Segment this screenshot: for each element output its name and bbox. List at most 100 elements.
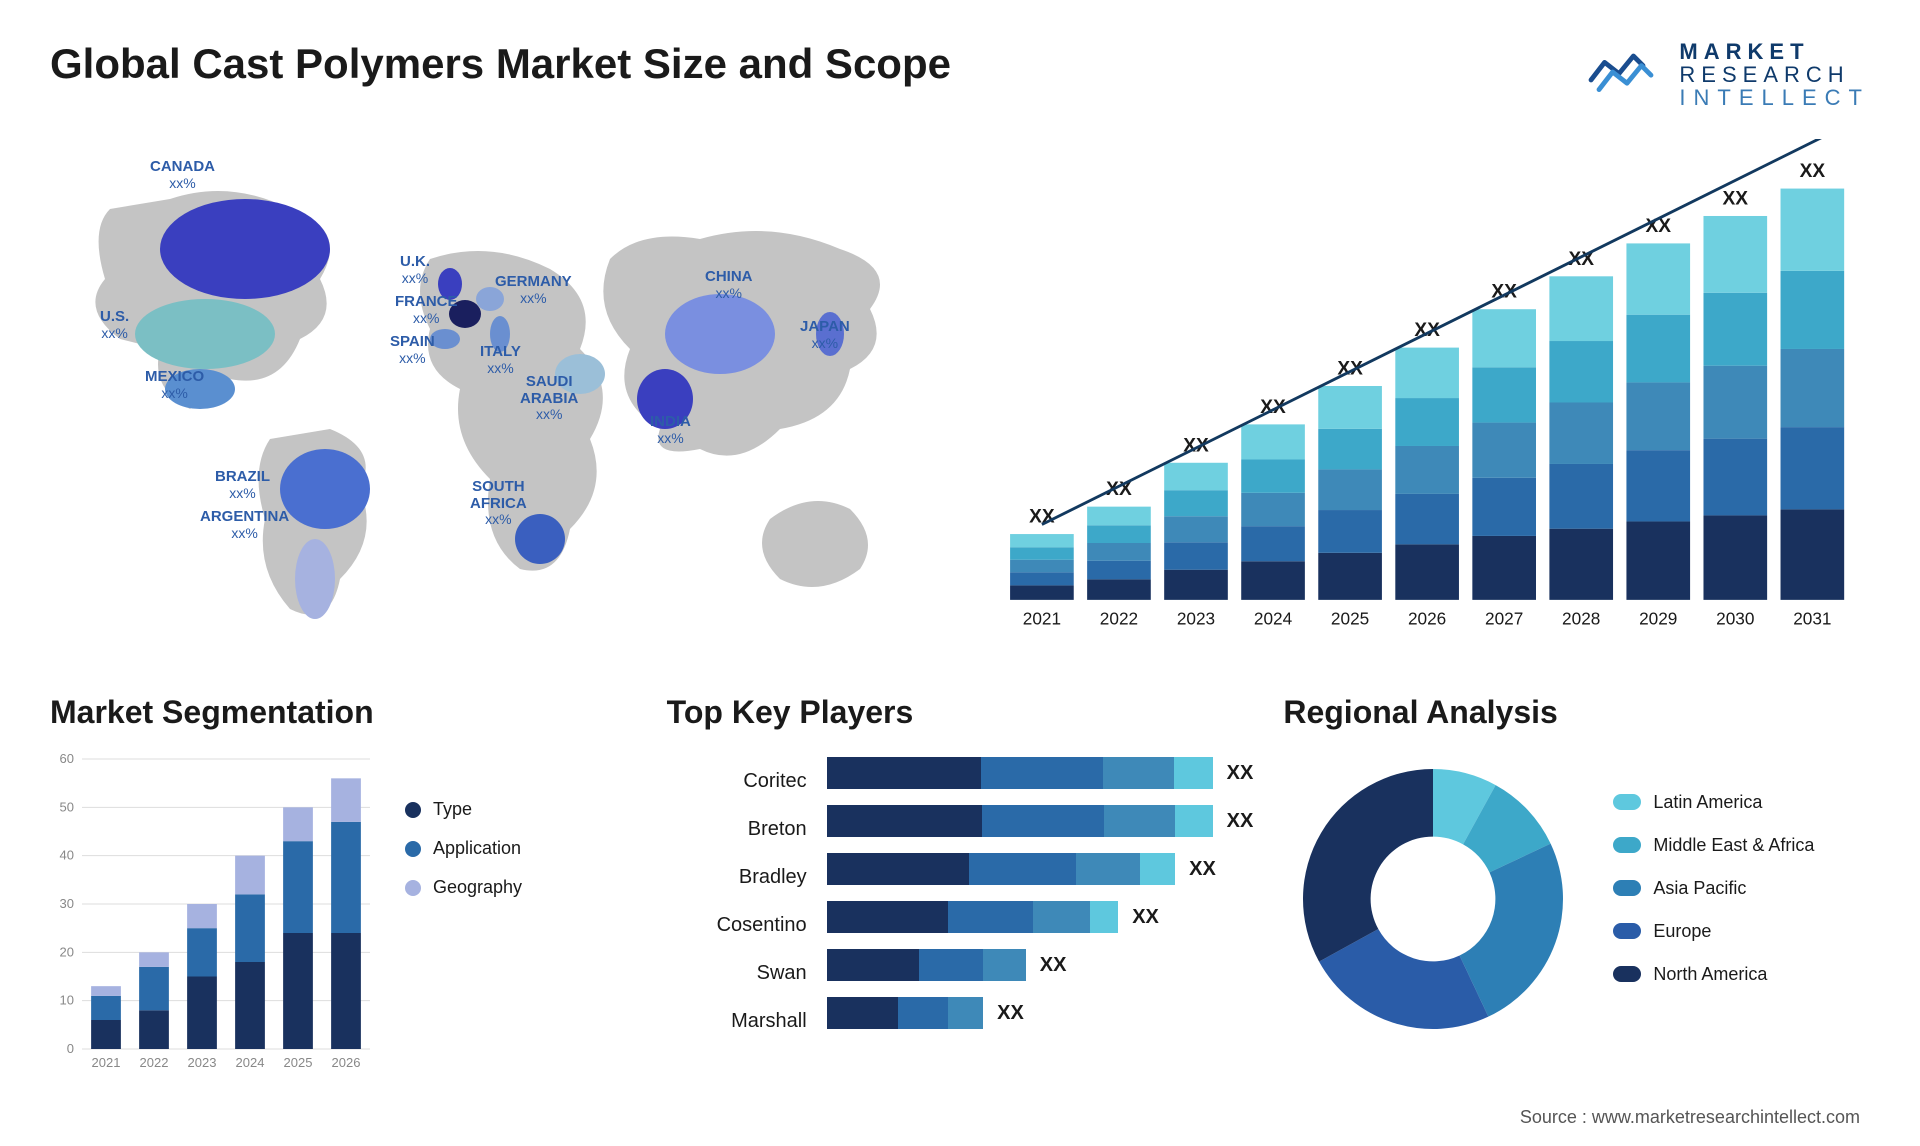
forecast-year-2028: 2028 [1562,609,1600,629]
player-bar [827,805,1213,837]
seg-ytick: 40 [60,848,74,863]
player-bar [827,901,1119,933]
regional-title: Regional Analysis [1283,694,1870,731]
player-seg [948,997,984,1029]
forecast-year-2027: 2027 [1485,609,1523,629]
player-seg [948,901,1033,933]
seg-bar-2023-geography [187,904,217,928]
player-seg [827,949,919,981]
segmentation-chart: 0102030405060202120222023202420252026 [50,749,380,1079]
seg-bar-2023-type [187,977,217,1050]
forecast-bar-2030-seg3 [1703,293,1767,366]
player-seg [969,853,1076,885]
map-label-spain: SPAINxx% [390,334,435,366]
forecast-bar-2028-seg3 [1549,341,1613,402]
seg-ytick: 50 [60,800,74,815]
player-seg [982,805,1104,837]
forecast-bar-2027-seg3 [1472,368,1536,423]
forecast-year-2025: 2025 [1331,609,1369,629]
page-title: Global Cast Polymers Market Size and Sco… [50,40,951,88]
seg-bar-2021-type [91,1020,121,1049]
map-label-brazil: BRAZILxx% [215,469,270,501]
forecast-bar-2028-seg1 [1549,464,1613,529]
swatch-icon [405,802,421,818]
map-label-japan: JAPANxx% [800,319,850,351]
top-row: CANADAxx%U.S.xx%MEXICOxx%BRAZILxx%ARGENT… [50,139,1870,659]
map-label-south-africa: SOUTHAFRICAxx% [470,479,527,527]
player-bar [827,853,1175,885]
forecast-year-2031: 2031 [1793,609,1831,629]
player-bar [827,997,983,1029]
forecast-year-2022: 2022 [1100,609,1138,629]
player-seg [827,997,898,1029]
map-label-u-k-: U.K.xx% [400,254,430,286]
forecast-year-2023: 2023 [1177,609,1215,629]
seg-ytick: 30 [60,896,74,911]
player-value-label: XX [1227,762,1254,785]
player-name-swan: Swan [667,949,807,997]
player-bar [827,757,1213,789]
seg-bar-2021-application [91,996,121,1020]
forecast-bar-2023-seg0 [1164,570,1228,600]
forecast-year-2024: 2024 [1254,609,1293,629]
forecast-bar-2021-seg4 [1010,534,1074,547]
seg-legend-label: Geography [433,877,522,898]
map-hl-brazil [280,449,370,529]
seg-year-2021: 2021 [92,1055,121,1070]
forecast-bar-2022-seg3 [1087,526,1151,544]
forecast-year-2030: 2030 [1716,609,1754,629]
seg-bar-2021-geography [91,986,121,996]
forecast-bar-2027-seg4 [1472,309,1536,367]
seg-ytick: 10 [60,993,74,1008]
forecast-bar-2030-seg0 [1703,516,1767,600]
regional-panel: Regional Analysis Latin AmericaMiddle Ea… [1283,694,1870,1079]
player-seg [983,949,1026,981]
regional-legend-label: Latin America [1653,792,1762,813]
forecast-bar-2027-seg0 [1472,536,1536,600]
players-name-column: CoritecBretonBradleyCosentinoSwanMarshal… [667,749,807,1045]
forecast-bar-2026-seg2 [1395,446,1459,494]
seg-year-2022: 2022 [140,1055,169,1070]
regional-legend-asia-pacific: Asia Pacific [1613,878,1814,899]
player-value-label: XX [997,1002,1024,1025]
forecast-bar-2031-seg1 [1781,427,1845,509]
forecast-bar-2031-seg4 [1781,189,1845,271]
swatch-icon [1613,794,1641,810]
segmentation-legend: TypeApplicationGeography [405,799,522,916]
forecast-bar-2027-seg1 [1472,478,1536,536]
seg-bar-2024-type [235,962,265,1049]
seg-year-2024: 2024 [236,1055,265,1070]
forecast-bar-2024-seg0 [1241,562,1305,601]
forecast-bar-2028-seg4 [1549,277,1613,342]
players-title: Top Key Players [667,694,1254,731]
forecast-year-2029: 2029 [1639,609,1677,629]
seg-bar-2025-type [283,933,313,1049]
forecast-bar-2030-seg2 [1703,366,1767,439]
seg-legend-label: Type [433,799,472,820]
player-seg [1090,901,1118,933]
source-line: Source : www.marketresearchintellect.com [1520,1107,1860,1128]
player-row-swan: XX [827,941,1254,989]
map-hl-us [135,299,275,369]
forecast-bar-2026-seg4 [1395,348,1459,398]
logo-text: MARKET RESEARCH INTELLECT [1679,40,1870,109]
forecast-bar-2021-seg2 [1010,560,1074,573]
seg-bar-2022-geography [139,953,169,968]
forecast-bar-2030-seg4 [1703,216,1767,293]
forecast-bar-2023-seg2 [1164,517,1228,543]
player-name-marshall: Marshall [667,997,807,1045]
forecast-bar-2028-seg2 [1549,403,1613,464]
seg-bar-2026-type [331,933,361,1049]
forecast-bar-2024-seg1 [1241,526,1305,561]
map-label-u-s-: U.S.xx% [100,309,129,341]
regional-legend-label: North America [1653,964,1767,985]
player-row-bradley: XX [827,845,1254,893]
swatch-icon [1613,923,1641,939]
forecast-bar-2031-seg0 [1781,510,1845,600]
seg-bar-2022-type [139,1011,169,1050]
forecast-chart: XX2021XX2022XX2023XX2024XX2025XX2026XX20… [990,139,1870,659]
player-name-bradley: Bradley [667,853,807,901]
forecast-bar-2023-seg1 [1164,543,1228,570]
seg-bar-2025-application [283,841,313,933]
regional-donut [1283,749,1583,1049]
